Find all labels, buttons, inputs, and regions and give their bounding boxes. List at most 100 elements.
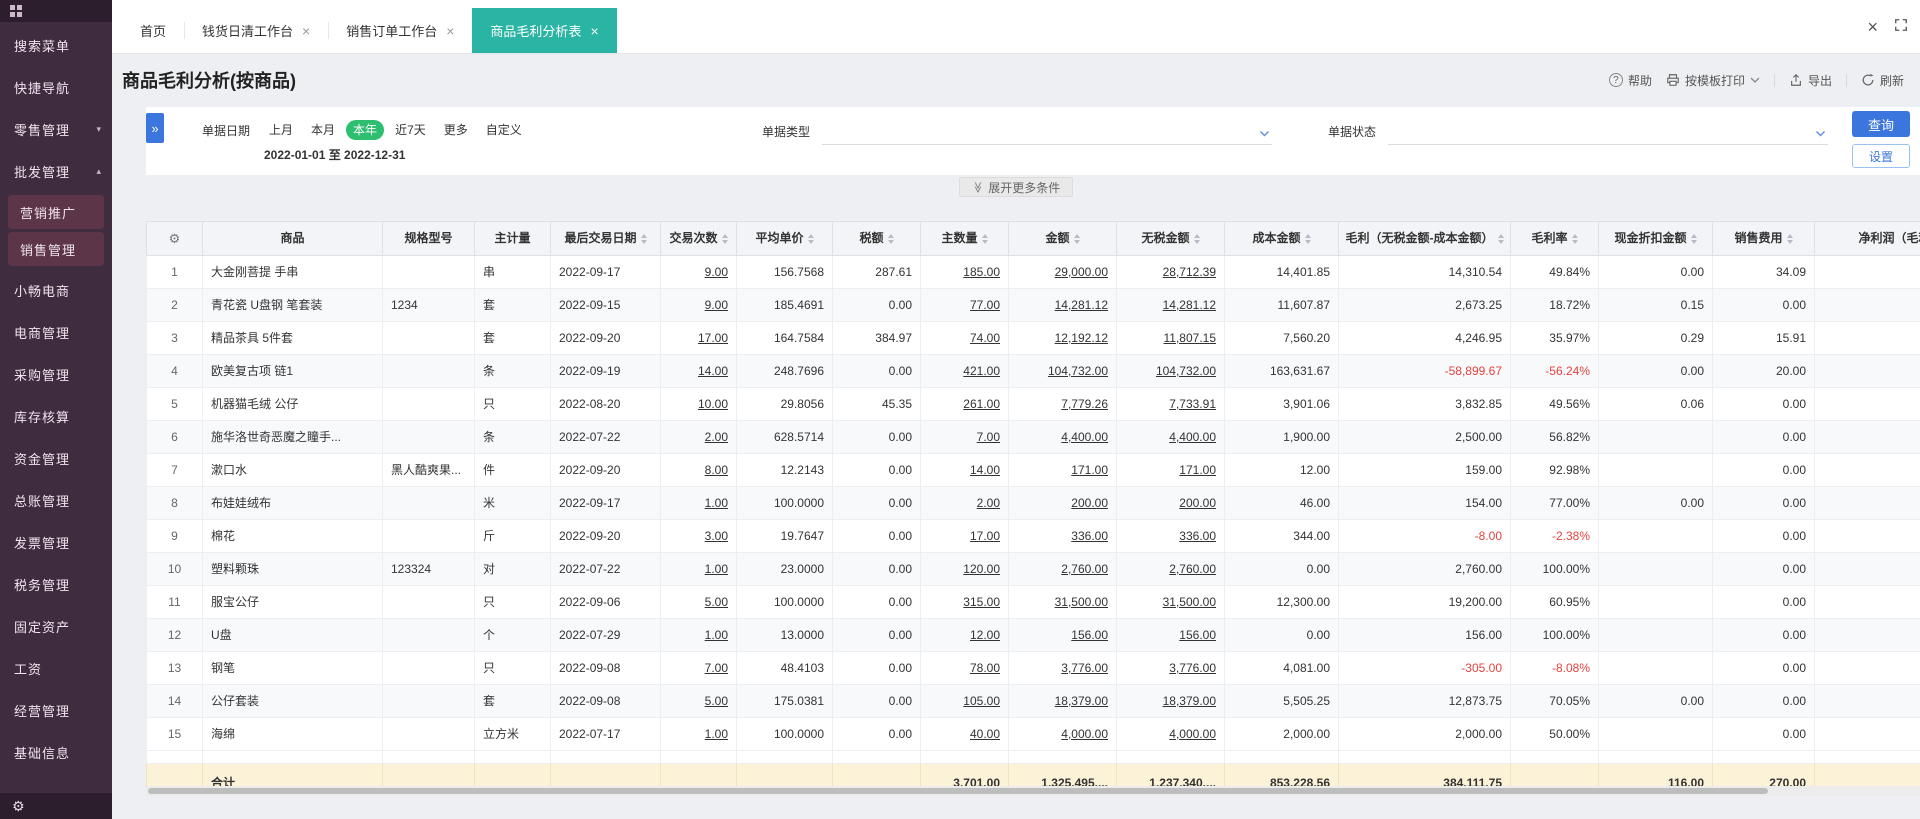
col-header-avg_price[interactable]: 平均单价: [736, 221, 833, 256]
drill-down-link[interactable]: 120.00: [963, 562, 1000, 576]
horizontal-scrollbar[interactable]: [146, 786, 1920, 796]
table-row[interactable]: 14 公仔套装 套 2022-09-08 5.00 175.0381 0.00 105.00 1…: [146, 684, 1920, 718]
drill-down-link[interactable]: 31,500.00: [1162, 595, 1216, 609]
drill-down-link[interactable]: 421.00: [963, 364, 1000, 378]
drill-down-link[interactable]: 29,000.00: [1054, 265, 1108, 279]
drill-down-link[interactable]: 4,400.00: [1169, 430, 1216, 444]
drill-down-link[interactable]: 9.00: [704, 265, 728, 279]
drill-down-link[interactable]: 12.00: [969, 628, 1000, 642]
tab-close-icon[interactable]: ×: [590, 22, 599, 39]
sidebar-item-13[interactable]: 发票管理: [0, 521, 112, 563]
drill-down-link[interactable]: 2,760.00: [1061, 562, 1108, 576]
table-row[interactable]: 10 塑料颗珠 123324 对 2022-07-22 1.00 23.0000 0.00 12…: [146, 552, 1920, 586]
drill-down-link[interactable]: 11,807.15: [1163, 331, 1217, 345]
sidebar-item-5[interactable]: 营销推广: [8, 195, 104, 229]
tab-2[interactable]: 钱货日清工作台 ×: [184, 8, 328, 53]
refresh-button[interactable]: 刷新: [1861, 72, 1904, 89]
sidebar-item-11[interactable]: 资金管理: [0, 437, 112, 479]
close-all-tabs-icon[interactable]: ×: [1867, 16, 1878, 37]
drill-down-link[interactable]: 156.00: [1071, 628, 1108, 642]
drill-down-link[interactable]: 7.00: [704, 661, 728, 675]
settings-gear-icon[interactable]: ⚙: [12, 797, 25, 814]
table-row[interactable]: 9 棉花 斤 2022-09-20 3.00 19.7647 0.00 17.00 336.00…: [146, 519, 1920, 553]
drill-down-link[interactable]: 78.00: [969, 661, 1000, 675]
col-header-tax[interactable]: 税额: [832, 221, 921, 256]
drill-down-link[interactable]: 7.00: [976, 430, 1000, 444]
table-row[interactable]: 2 青花瓷 U盘钢 笔套装 1234 套 2022-09-15 9.00 185.4691 0…: [146, 288, 1920, 322]
drill-down-link[interactable]: 1.00: [704, 562, 728, 576]
drill-down-link[interactable]: 31,500.00: [1054, 595, 1108, 609]
drill-down-link[interactable]: 4,400.00: [1061, 430, 1108, 444]
drill-down-link[interactable]: 2.00: [976, 496, 1000, 510]
col-header-gross_margin[interactable]: 毛利率: [1510, 221, 1599, 256]
table-row[interactable]: 11 服宝公仔 只 2022-09-06 5.00 100.0000 0.00 315.00 3…: [146, 585, 1920, 619]
drill-down-link[interactable]: 18,379.00: [1162, 694, 1216, 708]
date-range-text[interactable]: 2022-01-01 至 2022-12-31: [264, 148, 406, 162]
sidebar-item-12[interactable]: 总账管理: [0, 479, 112, 521]
drill-down-link[interactable]: 7,733.91: [1169, 397, 1216, 411]
col-header-cash_discount[interactable]: 现金折扣金额: [1598, 221, 1713, 256]
date-option-4[interactable]: 近7天: [395, 123, 426, 137]
table-row[interactable]: 5 机器猫毛绒 公仔 只 2022-08-20 10.00 29.8056 45.35 261…: [146, 387, 1920, 421]
drill-down-link[interactable]: 2,760.00: [1169, 562, 1216, 576]
sidebar-item-3[interactable]: 零售管理 ▾: [0, 108, 112, 150]
drill-down-link[interactable]: 171.00: [1071, 463, 1108, 477]
tab-4[interactable]: 商品毛利分析表 ×: [472, 8, 617, 53]
doc-type-select[interactable]: [822, 123, 1272, 145]
app-launcher-icon[interactable]: [10, 5, 22, 17]
gear-icon[interactable]: ⚙: [168, 230, 181, 246]
drill-down-link[interactable]: 7,779.26: [1061, 397, 1108, 411]
drill-down-link[interactable]: 12,192.12: [1054, 331, 1108, 345]
table-row[interactable]: 8 布娃娃绒布 米 2022-09-17 1.00 100.0000 0.00 2.00 200…: [146, 486, 1920, 520]
print-by-template-button[interactable]: 按模板打印: [1666, 72, 1760, 89]
sidebar-item-6[interactable]: 销售管理: [8, 232, 104, 266]
table-row[interactable]: 1 大金刚菩提 手串 串 2022-09-17 9.00 156.7568 287.61 18…: [146, 255, 1920, 289]
drill-down-link[interactable]: 315.00: [963, 595, 1000, 609]
drill-down-link[interactable]: 8.00: [704, 463, 728, 477]
col-header-cost[interactable]: 成本金额: [1224, 221, 1339, 256]
col-header-net_profit[interactable]: 净利润（毛利-现金折扣-销售费...: [1814, 221, 1920, 256]
settings-button[interactable]: 设置: [1852, 144, 1910, 168]
drill-down-link[interactable]: 17.00: [697, 331, 728, 345]
drill-down-link[interactable]: 3,776.00: [1061, 661, 1108, 675]
drill-down-link[interactable]: 10.00: [697, 397, 728, 411]
col-header-amount[interactable]: 金额: [1008, 221, 1117, 256]
drill-down-link[interactable]: 14.00: [697, 364, 728, 378]
col-header-spec[interactable]: 规格型号: [382, 221, 475, 256]
drill-down-link[interactable]: 105.00: [963, 694, 1000, 708]
drill-down-link[interactable]: 200.00: [1071, 496, 1108, 510]
scrollbar-thumb[interactable]: [148, 788, 1768, 794]
drill-down-link[interactable]: 156.00: [1179, 628, 1216, 642]
expand-more-button[interactable]: ≫ 展开更多条件: [958, 177, 1074, 197]
drill-down-link[interactable]: 28,712.39: [1162, 265, 1216, 279]
tab-close-icon[interactable]: ×: [302, 22, 311, 39]
drill-down-link[interactable]: 4,000.00: [1061, 727, 1108, 741]
drill-down-link[interactable]: 3.00: [704, 529, 728, 543]
date-option-2[interactable]: 本月: [311, 123, 336, 137]
tab-1[interactable]: 首页: [122, 8, 184, 53]
collapse-filter-button[interactable]: »: [146, 113, 164, 143]
col-header-sales_expense[interactable]: 销售费用: [1712, 221, 1815, 256]
drill-down-link[interactable]: 9.00: [704, 298, 728, 312]
drill-down-link[interactable]: 2.00: [704, 430, 728, 444]
drill-down-link[interactable]: 104,732.00: [1155, 364, 1216, 378]
col-header-notax_amount[interactable]: 无税金额: [1116, 221, 1225, 256]
drill-down-link[interactable]: 3,776.00: [1169, 661, 1216, 675]
drill-down-link[interactable]: 14.00: [969, 463, 1000, 477]
drill-down-link[interactable]: 5.00: [704, 595, 728, 609]
col-header-product[interactable]: 商品: [202, 221, 383, 256]
sidebar-item-10[interactable]: 库存核算: [0, 395, 112, 437]
doc-status-select[interactable]: [1388, 123, 1828, 145]
fullscreen-icon[interactable]: [1894, 18, 1908, 35]
table-row[interactable]: 15 海绵 立方米 2022-07-17 1.00 100.0000 0.00 40.00 4,…: [146, 717, 1920, 751]
drill-down-link[interactable]: 261.00: [963, 397, 1000, 411]
drill-down-link[interactable]: 14,281.12: [1162, 298, 1216, 312]
drill-down-link[interactable]: 1.00: [704, 628, 728, 642]
date-option-1[interactable]: 上月: [269, 123, 294, 137]
drill-down-link[interactable]: 1.00: [704, 496, 728, 510]
query-button[interactable]: 查询: [1852, 111, 1910, 137]
drill-down-link[interactable]: 200.00: [1179, 496, 1216, 510]
tab-3[interactable]: 销售订单工作台 ×: [328, 8, 472, 53]
table-row[interactable]: 7 漱口水 黑人酷爽果... 件 2022-09-20 8.00 12.2143 0.00 14…: [146, 453, 1920, 487]
sidebar-item-17[interactable]: 经营管理: [0, 689, 112, 731]
